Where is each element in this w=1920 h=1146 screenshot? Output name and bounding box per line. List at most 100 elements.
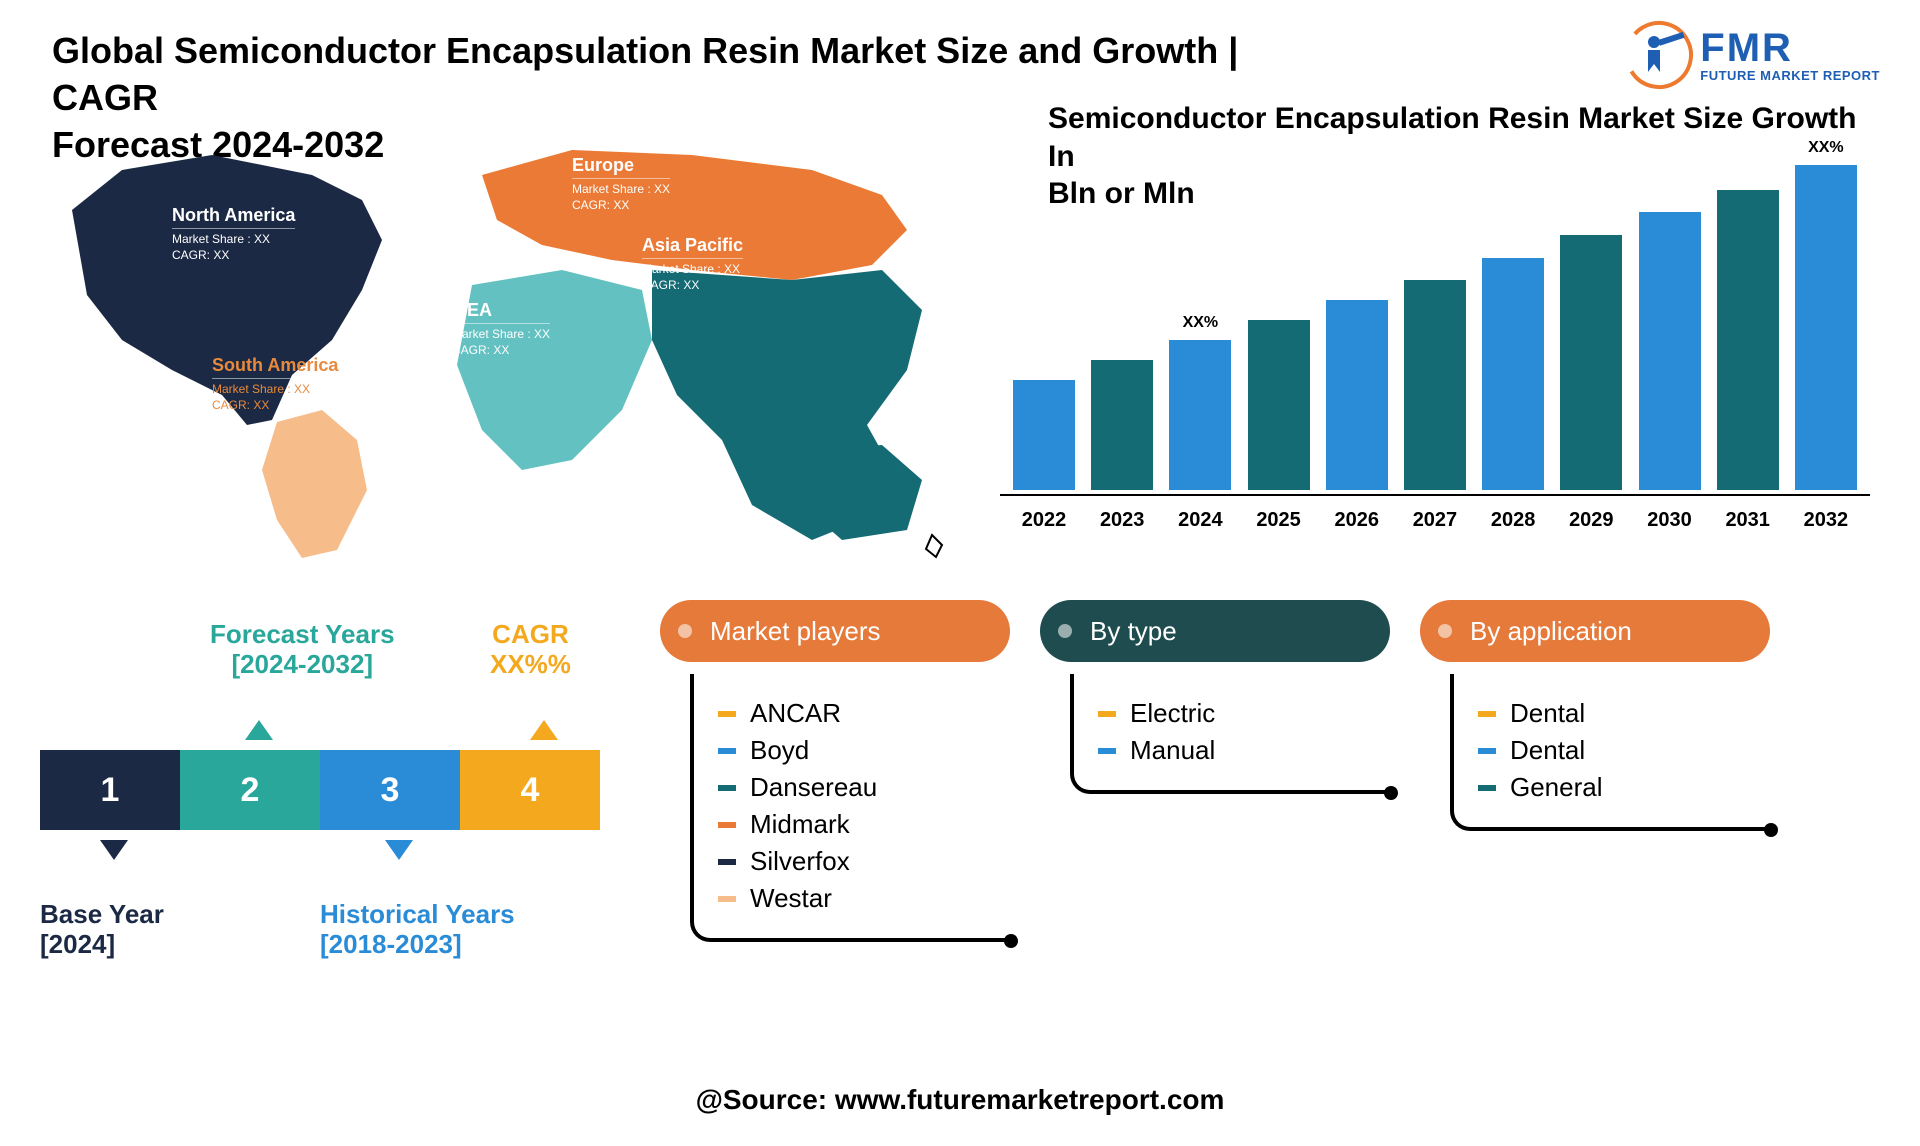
list-item: Electric	[1098, 698, 1390, 729]
timeline-seg-4: 4	[460, 750, 600, 830]
pill-title: Market players	[710, 616, 881, 647]
growth-bar-chart: Semiconductor Encapsulation Resin Market…	[1000, 100, 1870, 540]
region-nz-outline	[926, 535, 942, 557]
list-item-text: Westar	[750, 883, 832, 914]
pill-header: Market players	[660, 600, 1010, 662]
bar-2031	[1714, 190, 1782, 490]
forecast-arrow-icon	[245, 720, 273, 740]
historical-years-label: Historical Years[2018-2023]	[320, 900, 515, 960]
timeline-infographic: Forecast Years[2024-2032] CAGRXX%% 1234 …	[40, 620, 620, 980]
timeline-seg-3: 3	[320, 750, 460, 830]
cagr-arrow-icon	[530, 720, 558, 740]
bullet-icon	[718, 711, 736, 717]
bar-2029	[1557, 235, 1625, 490]
bullet-icon	[1098, 711, 1116, 717]
forecast-years-label: Forecast Years[2024-2032]	[210, 620, 395, 680]
bar-2023	[1088, 360, 1156, 490]
pill-list: Dental Dental General	[1450, 674, 1770, 831]
list-item-text: Manual	[1130, 735, 1215, 766]
x-label-2026: 2026	[1323, 509, 1391, 532]
bullet-icon	[718, 896, 736, 902]
bar-2028	[1479, 258, 1547, 490]
list-item-text: Silverfox	[750, 846, 850, 877]
world-map: North AmericaMarket Share : XXCAGR: XX So…	[52, 140, 952, 560]
pill-header: By type	[1040, 600, 1390, 662]
region-label-sa: South AmericaMarket Share : XXCAGR: XX	[212, 355, 338, 413]
bar-2030	[1636, 212, 1704, 490]
region-label-mea: MEAMarket Share : XXCAGR: XX	[452, 300, 550, 358]
list-item-text: General	[1510, 772, 1603, 803]
x-label-2032: 2032	[1792, 509, 1860, 532]
list-item-text: Dental	[1510, 698, 1585, 729]
list-item-text: Electric	[1130, 698, 1215, 729]
x-axis-labels: 2022202320242025202620272028202920302031…	[1000, 509, 1870, 532]
logo-main-text: FMR	[1700, 28, 1880, 68]
bar-2022	[1010, 380, 1078, 490]
x-label-2024: 2024	[1166, 509, 1234, 532]
base-arrow-icon	[100, 840, 128, 860]
bar-2025	[1245, 320, 1313, 490]
region-sa	[262, 410, 367, 558]
bars-container: XX% XX%	[1000, 190, 1870, 490]
pill-dot-icon	[678, 624, 692, 638]
bullet-icon	[718, 822, 736, 828]
telescope-person-icon	[1624, 20, 1694, 90]
x-label-2031: 2031	[1714, 509, 1782, 532]
bullet-icon	[718, 785, 736, 791]
list-item: Boyd	[718, 735, 1010, 766]
x-label-2025: 2025	[1245, 509, 1313, 532]
list-item-text: Boyd	[750, 735, 809, 766]
bullet-icon	[1478, 748, 1496, 754]
x-label-2027: 2027	[1401, 509, 1469, 532]
x-label-2022: 2022	[1010, 509, 1078, 532]
pill-dot-icon	[1058, 624, 1072, 638]
section-by-type: By type Electric Manual	[1040, 600, 1390, 794]
x-label-2028: 2028	[1479, 509, 1547, 532]
x-axis-line	[1000, 494, 1870, 496]
pill-header: By application	[1420, 600, 1770, 662]
pill-list: Electric Manual	[1070, 674, 1390, 794]
hist-arrow-icon	[385, 840, 413, 860]
region-label-na: North AmericaMarket Share : XXCAGR: XX	[172, 205, 295, 263]
bar-2027	[1401, 280, 1469, 490]
list-item-text: Midmark	[750, 809, 850, 840]
bar-callout-2024: XX%	[1183, 314, 1219, 332]
list-item: Dental	[1478, 698, 1770, 729]
bar-callout-2032: XX%	[1808, 139, 1844, 157]
section-by-application: By application Dental Dental General	[1420, 600, 1770, 831]
bar-2026	[1323, 300, 1391, 490]
bullet-icon	[1098, 748, 1116, 754]
region-label-eu: EuropeMarket Share : XXCAGR: XX	[572, 155, 670, 213]
timeline-bar: 1234	[40, 750, 600, 830]
region-label-ap: Asia PacificMarket Share : XXCAGR: XX	[642, 235, 743, 293]
cagr-label: CAGRXX%%	[490, 620, 571, 680]
list-item: Midmark	[718, 809, 1010, 840]
list-item: ANCAR	[718, 698, 1010, 729]
base-year-label: Base Year[2024]	[40, 900, 164, 960]
fmr-logo: FMR FUTURE MARKET REPORT	[1624, 20, 1880, 90]
list-item: General	[1478, 772, 1770, 803]
timeline-seg-2: 2	[180, 750, 320, 830]
bullet-icon	[1478, 711, 1496, 717]
timeline-seg-1: 1	[40, 750, 180, 830]
list-item: Westar	[718, 883, 1010, 914]
list-item-text: Dansereau	[750, 772, 877, 803]
bullet-icon	[1478, 785, 1496, 791]
list-item-text: Dental	[1510, 735, 1585, 766]
list-item: Dansereau	[718, 772, 1010, 803]
list-item: Manual	[1098, 735, 1390, 766]
bar-2024: XX%	[1166, 340, 1234, 490]
pill-title: By type	[1090, 616, 1177, 647]
pill-dot-icon	[1438, 624, 1452, 638]
pill-title: By application	[1470, 616, 1632, 647]
x-label-2029: 2029	[1557, 509, 1625, 532]
logo-sub-text: FUTURE MARKET REPORT	[1700, 68, 1880, 83]
source-attribution: @Source: www.futuremarketreport.com	[0, 1084, 1920, 1116]
bullet-icon	[718, 748, 736, 754]
x-label-2030: 2030	[1636, 509, 1704, 532]
list-item-text: ANCAR	[750, 698, 841, 729]
list-item: Dental	[1478, 735, 1770, 766]
bullet-icon	[718, 859, 736, 865]
pill-list: ANCAR Boyd Dansereau Midmark Silverfox Westar	[690, 674, 1010, 942]
bar-2032: XX%	[1792, 165, 1860, 490]
